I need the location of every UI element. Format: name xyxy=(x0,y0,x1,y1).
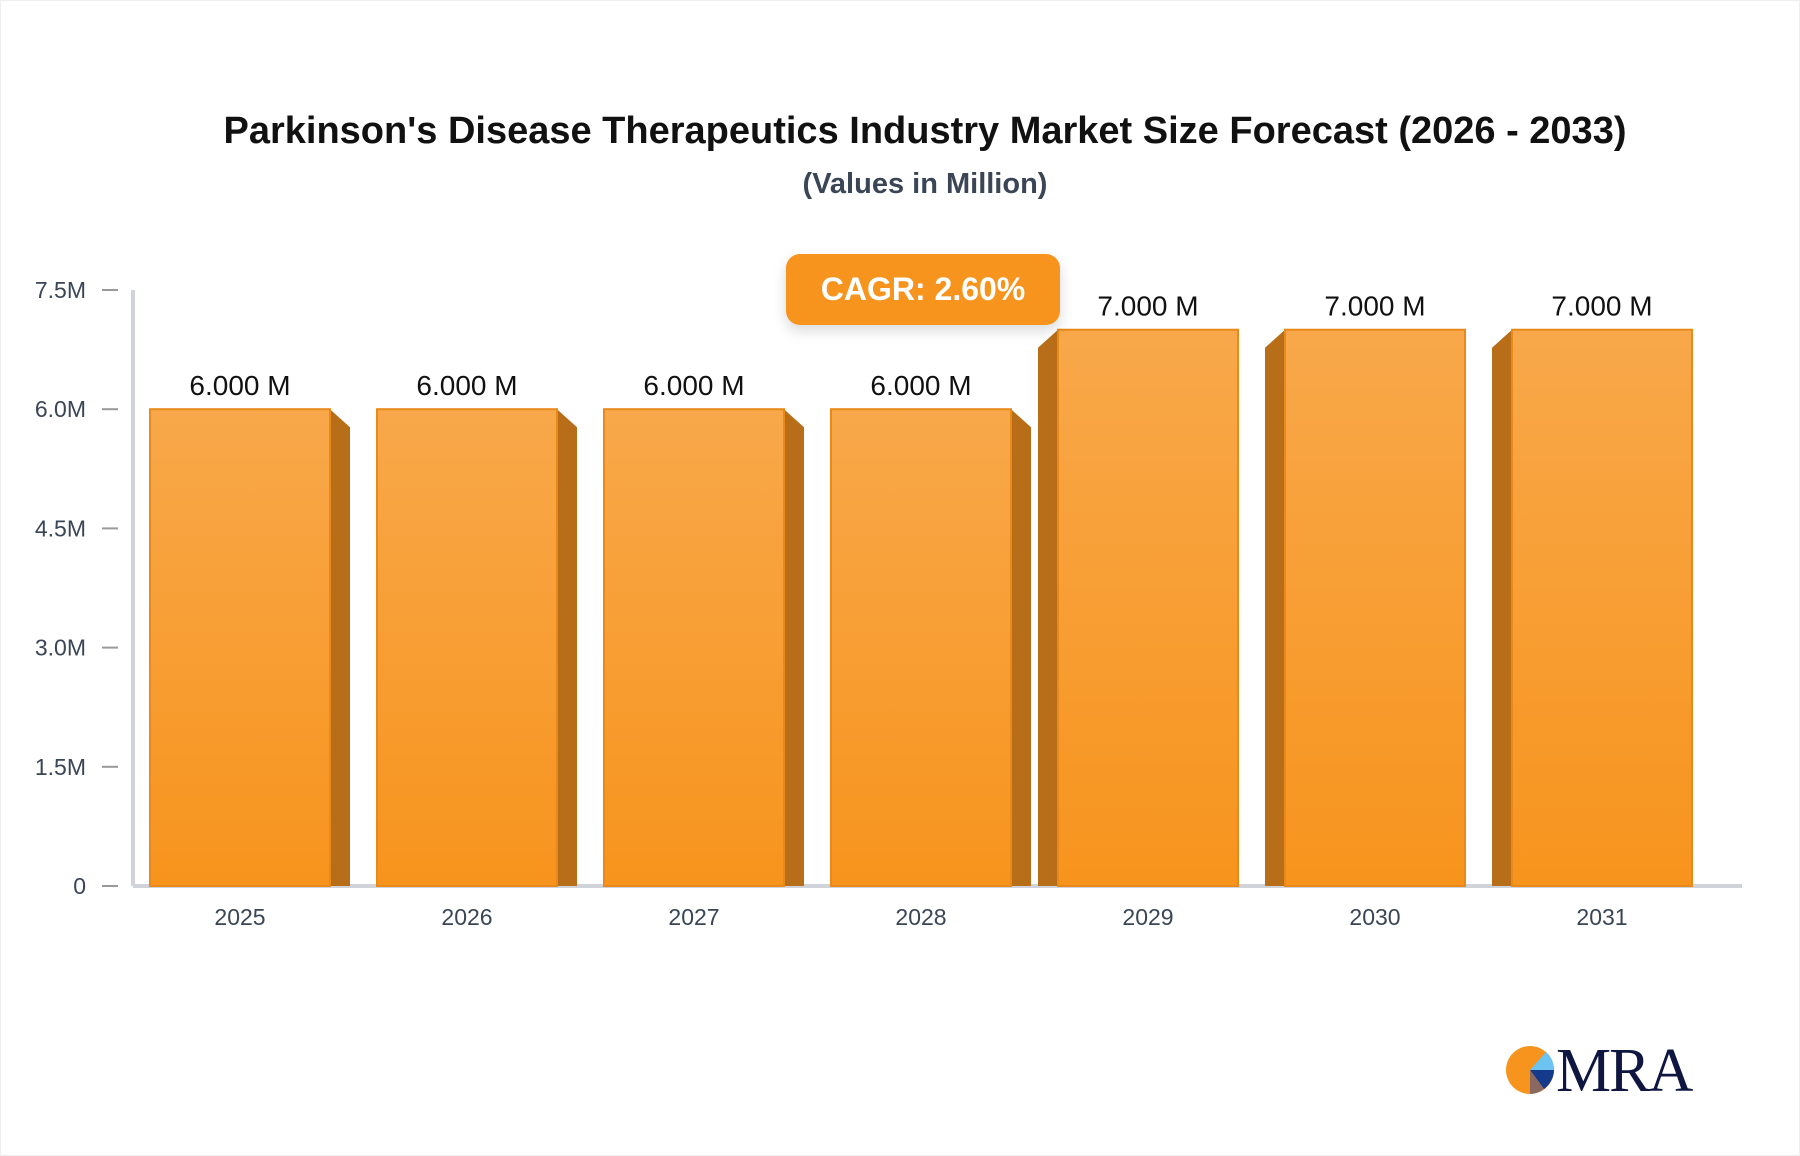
x-tick-label: 2025 xyxy=(214,904,265,930)
mra-logo: MRA xyxy=(1504,1037,1694,1105)
bar-side xyxy=(330,409,350,886)
x-tick-label: 2027 xyxy=(668,904,719,930)
bar xyxy=(1284,328,1466,887)
bar xyxy=(830,408,1012,887)
bar xyxy=(149,408,331,887)
bar-side xyxy=(1492,329,1512,886)
bar xyxy=(1057,328,1239,887)
x-tick-label: 2028 xyxy=(895,904,946,930)
y-tick-label: 3.0M xyxy=(35,635,86,661)
y-tick-label: 4.5M xyxy=(35,515,86,541)
x-tick-label: 2031 xyxy=(1576,904,1627,930)
bar-side xyxy=(557,409,577,886)
bar xyxy=(376,408,558,887)
data-label: 6.000 M xyxy=(870,370,971,401)
data-label: 7.000 M xyxy=(1097,291,1198,322)
bar-side xyxy=(1265,329,1285,886)
bar xyxy=(1511,328,1693,887)
y-tick-label: 1.5M xyxy=(35,754,86,780)
bar-side xyxy=(1038,329,1058,886)
x-tick-label: 2026 xyxy=(441,904,492,930)
bar-side xyxy=(1011,409,1031,886)
data-label: 6.000 M xyxy=(189,370,290,401)
x-tick-label: 2029 xyxy=(1122,904,1173,930)
y-tick-label: 6.0M xyxy=(35,396,86,422)
data-label: 7.000 M xyxy=(1551,291,1652,322)
data-label: 7.000 M xyxy=(1324,291,1425,322)
y-tick-label: 7.5M xyxy=(35,277,86,303)
cagr-badge: CAGR: 2.60% xyxy=(786,254,1060,325)
data-label: 6.000 M xyxy=(643,370,744,401)
logo-text: MRA xyxy=(1556,1037,1693,1105)
pie-logo-icon xyxy=(1506,1046,1555,1094)
y-tick-label: 0 xyxy=(73,873,86,899)
data-label: 6.000 M xyxy=(416,370,517,401)
bar-side xyxy=(784,409,804,886)
x-tick-label: 2030 xyxy=(1349,904,1400,930)
bar xyxy=(603,408,785,887)
chart-title: Parkinson's Disease Therapeutics Industr… xyxy=(223,110,1627,152)
chart-subtitle: (Values in Million) xyxy=(802,168,1048,200)
